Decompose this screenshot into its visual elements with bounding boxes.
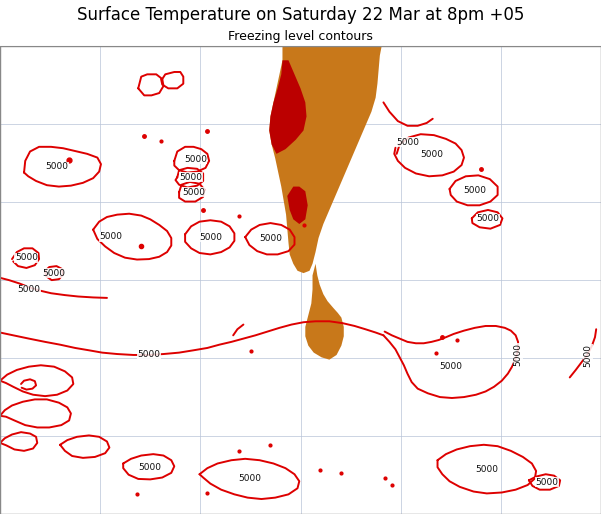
Text: 5000: 5000: [184, 155, 207, 164]
Text: Freezing level contours: Freezing level contours: [228, 30, 373, 43]
Text: 5000: 5000: [463, 186, 486, 195]
Text: 5000: 5000: [182, 188, 205, 197]
Polygon shape: [287, 187, 308, 224]
Text: Surface Temperature on Saturday 22 Mar at 8pm +05: Surface Temperature on Saturday 22 Mar a…: [77, 6, 524, 24]
Text: 5000: 5000: [420, 150, 443, 159]
Text: 5000: 5000: [238, 474, 261, 483]
Text: 5000: 5000: [139, 463, 162, 472]
Text: 5000: 5000: [15, 253, 38, 262]
Text: 5000: 5000: [138, 350, 160, 359]
Text: 5000: 5000: [535, 478, 558, 487]
Polygon shape: [269, 46, 382, 273]
Text: 5000: 5000: [46, 162, 69, 172]
Text: 5000: 5000: [514, 343, 522, 366]
Text: 5000: 5000: [584, 344, 592, 368]
Text: 5000: 5000: [396, 138, 419, 146]
Text: 5000: 5000: [43, 269, 66, 278]
Text: 5000: 5000: [475, 465, 498, 473]
Text: 5000: 5000: [17, 285, 40, 294]
Text: 5000: 5000: [259, 233, 282, 243]
Polygon shape: [269, 60, 307, 154]
Text: 5000: 5000: [439, 362, 462, 371]
Text: 5000: 5000: [477, 214, 499, 224]
Text: 5000: 5000: [180, 173, 203, 182]
Text: 5000: 5000: [100, 232, 123, 241]
Polygon shape: [305, 264, 344, 360]
Text: 5000: 5000: [199, 233, 222, 242]
